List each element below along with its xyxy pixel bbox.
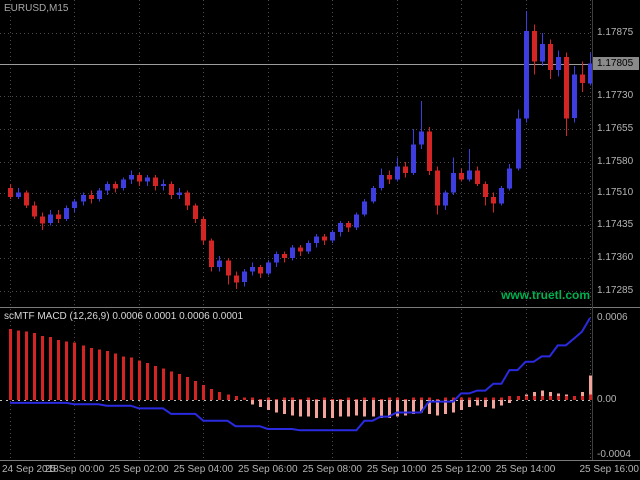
- time-tick-label: 25 Sep 10:00: [366, 464, 427, 475]
- time-tick-label: 25 Sep 14:00: [495, 464, 556, 475]
- axis-tick-label: 1.17655: [597, 123, 634, 135]
- macd-layer: [0, 329, 592, 418]
- time-tick-label: 24 Sep 2018: [2, 464, 59, 475]
- time-tick-label: 25 Sep 08:00: [302, 464, 362, 475]
- separators: [0, 0, 640, 461]
- axis-tick-label: 1.17285: [597, 285, 634, 296]
- time-axis[interactable]: 24 Sep 2018 25 Sep 00:00 25 Sep 02:00 25 Se…: [0, 462, 640, 480]
- axis-tick-label: 1.17580: [597, 156, 634, 167]
- axis-tick-label: 1.17435: [597, 219, 634, 231]
- indicator-label: scMTF MACD (12,26,9) 0.0006 0.0001 0.000…: [4, 311, 244, 322]
- axis-tick-label: 0.00: [597, 394, 617, 406]
- grid-layer: [0, 0, 592, 460]
- time-tick-label: 25 Sep 02:00: [109, 464, 169, 475]
- axis-tick-label: 1.17875: [597, 27, 634, 38]
- time-tick-label: 25 Sep 04:00: [173, 464, 234, 475]
- axis-tick-label: 1.17730: [597, 90, 634, 102]
- watermark-link[interactable]: www.truetl.com: [501, 288, 590, 302]
- time-tick-label: 25 Sep 00:00: [44, 464, 105, 475]
- time-tick-label: 25 Sep 06:00: [238, 464, 298, 475]
- time-tick-label: 25 Sep 16:00: [579, 464, 640, 475]
- signal-line-layer: [10, 317, 591, 432]
- candles-layer: [8, 11, 593, 289]
- symbol-timeframe-label: EURUSD,M15: [4, 3, 69, 14]
- time-tick-label: 25 Sep 12:00: [431, 464, 491, 475]
- axis-tick-label: -0.0004: [597, 449, 631, 460]
- bid-price-tag: 1.17805: [593, 57, 639, 71]
- axis-tick-label: 1.17510: [597, 186, 634, 198]
- axis-tick-label: 0.0006: [597, 312, 628, 323]
- axis-tick-label: 1.17360: [597, 252, 634, 264]
